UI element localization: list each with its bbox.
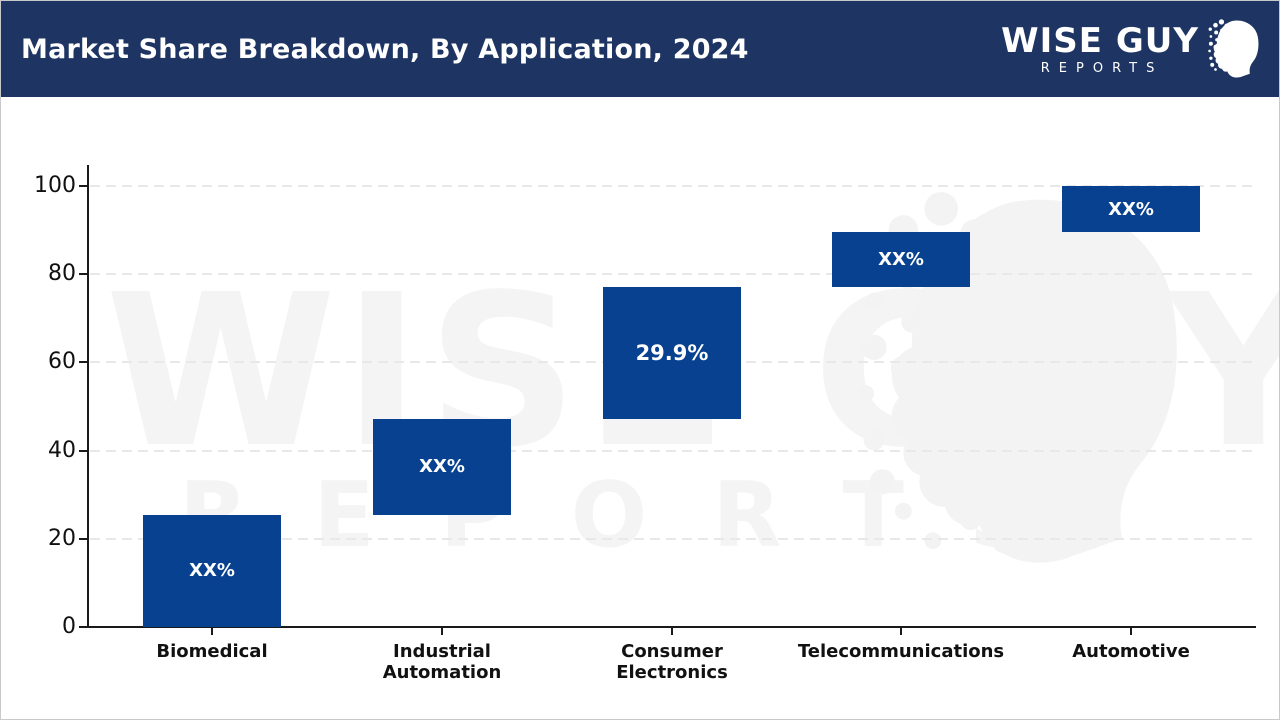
x-tick-label-biomedical: Biomedical [156,641,268,662]
bar-biomedical: XX% [143,514,281,627]
bar-value-label-telecommunications: XX% [878,249,924,271]
logo-text: WISE GUY REPORTS [1001,23,1199,76]
x-tick-label-automotive: Automotive [1072,641,1190,662]
bar-consumer-electronics: 29.9% [603,286,741,419]
gridline-80 [90,273,1256,276]
logo-reports-label: REPORTS [1040,60,1164,76]
y-tick-label-100: 100 [34,173,76,198]
x-tick-biomedical [211,628,213,635]
bar-value-label-automotive: XX% [1108,198,1154,220]
y-tick-100 [79,185,87,187]
logo-face-icon [1208,19,1259,78]
y-tick-0 [79,626,87,628]
y-tick-80 [79,273,87,276]
y-tick-label-60: 60 [48,349,76,375]
y-tick-label-80: 80 [48,261,76,287]
bar-telecommunications: XX% [832,232,970,287]
y-tick-20 [79,537,87,540]
x-tick-telecommunications [900,628,902,635]
y-tick-label-0: 0 [62,614,76,639]
bar-industrial-automation: XX% [373,418,511,515]
bar-value-label-industrial-automation: XX% [419,456,465,478]
gridline-100 [90,185,1256,187]
y-tick-40 [79,449,87,452]
y-tick-60 [79,361,87,364]
y-axis-spine [87,165,89,628]
wise-guy-reports-logo: WISE GUY REPORTS [1001,9,1267,89]
y-tick-label-40: 40 [48,437,76,463]
gridline-20 [90,537,1256,540]
x-tick-automotive [1130,628,1132,635]
page-title: Market Share Breakdown, By Application, … [21,33,749,65]
header-bar: Market Share Breakdown, By Application, … [1,1,1279,97]
x-tick-label-consumer-electronics: Consumer Electronics [616,641,728,683]
gridline-40 [90,449,1256,452]
x-tick-label-telecommunications: Telecommunications [797,641,1005,662]
x-tick-industrial-automation [441,628,443,635]
x-tick-label-industrial-automation: Industrial Automation [382,641,502,683]
logo-wiseguy-label: WISE GUY [1001,20,1199,61]
bar-value-label-consumer-electronics: 29.9% [635,340,709,365]
bar-automotive: XX% [1062,186,1200,233]
x-axis-spine [87,626,1256,628]
y-tick-label-20: 20 [48,525,76,551]
bar-value-label-biomedical: XX% [189,560,235,582]
x-tick-consumer-electronics [671,628,673,635]
